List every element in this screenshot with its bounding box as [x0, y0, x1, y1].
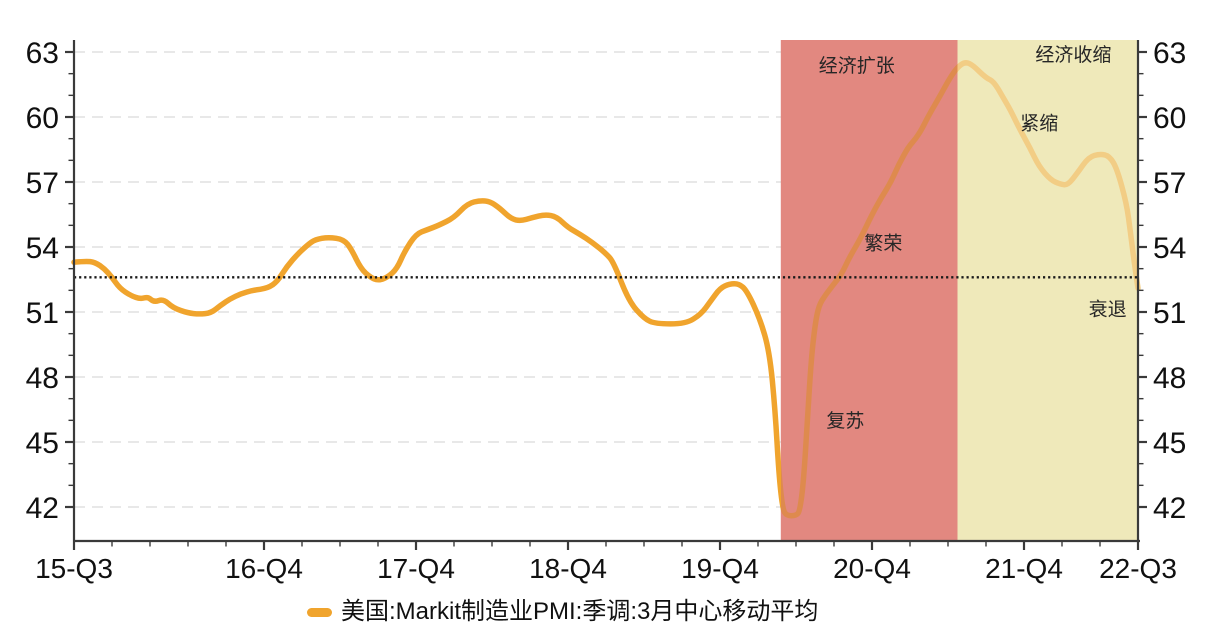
- x-axis-labels: 15-Q3 16-Q4 17-Q4 18-Q4 19-Q4 20-Q4 21-Q4 22-Q3: [35, 553, 1177, 584]
- y-axis-labels: 42 42 45 45 48 48 51 51 54 54 57 57 60 60 63 63: [26, 37, 1187, 525]
- y-axis-tick-label: 54: [1153, 232, 1186, 265]
- y-axis-tick-label: 60: [26, 102, 59, 135]
- contraction-band: [957, 40, 1138, 541]
- x-axis-tick-label: 17-Q4: [377, 553, 455, 584]
- x-axis-tick-label: 19-Q4: [681, 553, 759, 584]
- y-axis-tick-label: 63: [1153, 37, 1186, 70]
- y-axis-tick-label: 45: [1153, 427, 1186, 460]
- y-axis-tick-label: 42: [26, 492, 59, 525]
- x-axis-tick-label: 18-Q4: [529, 553, 607, 584]
- y-axis-tick-label: 48: [26, 362, 59, 395]
- y-axis-tick-label: 57: [1153, 167, 1186, 200]
- annotation-text: 复苏: [826, 410, 864, 432]
- y-axis-tick-label: 51: [1153, 297, 1186, 330]
- x-axis-tick-label: 22-Q3: [1099, 553, 1177, 584]
- legend-label: 美国:Markit制造业PMI:季调:3月中心移动平均: [341, 598, 819, 625]
- legend: 美国:Markit制造业PMI:季调:3月中心移动平均: [307, 598, 818, 627]
- x-axis-tick-label: 16-Q4: [225, 553, 303, 584]
- y-axis-tick-label: 54: [26, 232, 59, 265]
- annotation-text: 经济扩张: [819, 55, 895, 77]
- y-axis-tick-label: 45: [26, 427, 59, 460]
- annotation-text: 繁荣: [864, 233, 902, 255]
- expansion-band: [780, 40, 958, 541]
- y-axis-tick-label: 63: [26, 37, 59, 70]
- y-axis-tick-label: 51: [26, 297, 59, 330]
- y-axis-tick-label: 48: [1153, 362, 1186, 395]
- x-axis-tick-label: 20-Q4: [833, 553, 911, 584]
- annotation-text: 经济收缩: [1035, 44, 1111, 66]
- pmi-series-line: [71, 60, 1141, 519]
- tick-marks: [65, 50, 1147, 550]
- y-axis-tick-label: 57: [26, 167, 59, 200]
- x-axis-tick-label: 15-Q3: [35, 553, 113, 584]
- x-axis-tick-label: 21-Q4: [985, 553, 1063, 584]
- y-axis-tick-label: 60: [1153, 102, 1186, 135]
- y-axis-tick-label: 42: [1153, 492, 1186, 525]
- annotation-text: 紧缩: [1020, 112, 1058, 134]
- annotation-text: 衰退: [1089, 299, 1127, 321]
- legend-swatch: [307, 607, 332, 617]
- regime-bands: [780, 40, 1138, 541]
